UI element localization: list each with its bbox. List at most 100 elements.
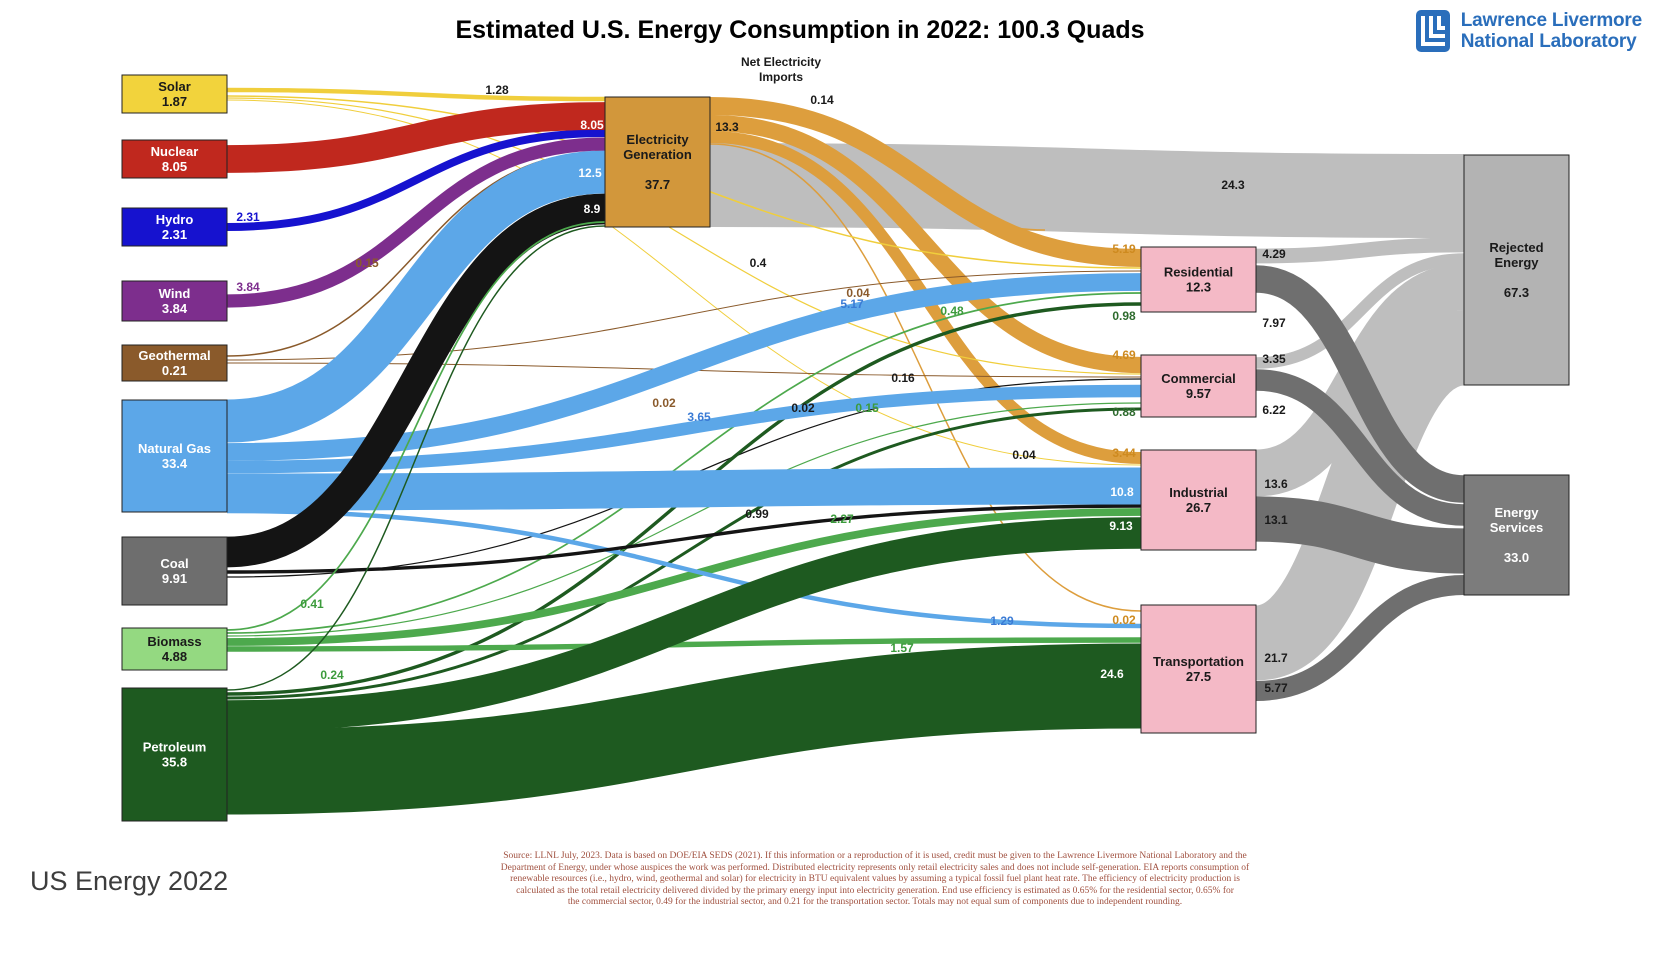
flow-value-geothermal-to-electricity-generation: 0.15: [355, 256, 379, 270]
flow-value-residential-to-energy-services: 7.97: [1262, 316, 1286, 330]
node-rejected-energy: [1463, 154, 1570, 386]
flow-value-biomass-to-commercial: 0.15: [855, 401, 879, 415]
watermark: US Energy 2022: [30, 866, 229, 896]
node-label-residential: 12.3: [1186, 280, 1211, 295]
flow-value-nuclear-to-electricity-generation: 8.05: [580, 118, 604, 132]
node-residential: [1140, 246, 1257, 313]
node-label-solar: 1.87: [162, 94, 187, 109]
flow-residential-to-rejected-energy: [1255, 237, 1465, 264]
node-label-natural-gas: 33.4: [162, 456, 188, 471]
flow-value-biomass-to-industrial: 2.27: [830, 512, 854, 526]
node-label-hydro: Hydro: [156, 212, 194, 227]
flow-biomass-to-commercial: [226, 402, 1142, 637]
flow-value-solar-to-industrial: 0.04: [1012, 448, 1036, 462]
electricity-output-value: 13.3: [715, 120, 739, 134]
flow-value-petroleum-to-industrial: 9.13: [1109, 519, 1133, 533]
flow-value-coal-to-commercial: 0.02: [791, 401, 815, 415]
node-wind: [121, 280, 228, 322]
node-electricity-generation: [604, 96, 711, 228]
node-biomass: [121, 627, 228, 671]
flow-value-electricity-generation-to-commercial: 4.69: [1112, 348, 1136, 362]
node-label-industrial: Industrial: [1169, 485, 1228, 500]
node-label-coal: 9.91: [162, 571, 187, 586]
node-label-biomass: Biomass: [147, 634, 201, 649]
source-note-line1: Source: LLNL July, 2023. Data is based o…: [503, 851, 1247, 861]
source-note-line3: renewable resources (i.e., hydro, wind, …: [510, 874, 1240, 884]
flow-value-natural-gas-to-industrial: 10.8: [1110, 485, 1134, 499]
flow-natural-gas-to-transportation: [226, 508, 1142, 629]
flow-hydro-to-electricity-generation: [226, 129, 606, 231]
flow-transportation-to-energy-services: [1255, 575, 1465, 701]
flow-value-petroleum-to-electricity-generation: 0.24: [320, 668, 344, 682]
flow-value-natural-gas-to-residential: 5.17: [840, 297, 864, 311]
flow-value-coal-to-electricity-generation: 8.9: [584, 202, 601, 216]
node-label-energy-services: Energy: [1494, 505, 1539, 520]
flow-residential-to-energy-services: [1254, 265, 1466, 503]
flow-value-wind-to-electricity-generation: 3.84: [236, 280, 260, 294]
node-label-petroleum: Petroleum: [143, 740, 207, 755]
flow-value-industrial-to-rejected-energy: 13.6: [1264, 477, 1288, 491]
flow-value-coal-to-industrial: 0.99: [745, 507, 769, 521]
node-label-rejected-energy: Energy: [1494, 255, 1539, 270]
flow-petroleum-to-electricity-generation: [226, 225, 606, 691]
node-label-solar: Solar: [158, 79, 191, 94]
flow-electricity-generation-to-rejected-energy: [709, 143, 1465, 238]
flow-value-commercial-to-energy-services: 6.22: [1262, 403, 1286, 417]
llnl-logo-text: Lawrence Livermore National Laboratory: [1461, 10, 1642, 52]
node-solar: [121, 74, 228, 114]
source-note-line5: the commercial sector, 0.49 for the indu…: [567, 897, 1183, 907]
node-label-energy-services: Services: [1490, 520, 1544, 535]
node-coal: [121, 536, 228, 606]
flow-value-petroleum-to-commercial: 0.88: [1112, 405, 1136, 419]
node-geothermal: [121, 344, 228, 382]
flow-solar-to-electricity-generation: [226, 87, 606, 102]
flow-natural-gas-to-commercial: [226, 384, 1142, 474]
node-label-nuclear: Nuclear: [151, 144, 199, 159]
node-industrial: [1140, 449, 1257, 551]
node-label-geothermal: Geothermal: [138, 348, 210, 363]
node-label-electricity-generation: Electricity: [626, 132, 689, 147]
flow-value-residential-to-rejected-energy: 4.29: [1262, 247, 1286, 261]
flow-biomass-to-transportation: [226, 637, 1142, 652]
flow-value-petroleum-to-residential: 0.98: [1112, 309, 1136, 323]
flow-solar-to-industrial: [226, 99, 1142, 466]
flow-natural-gas-to-industrial: [226, 467, 1142, 511]
flow-coal-to-industrial: [226, 504, 1142, 574]
node-hydro: [121, 207, 228, 247]
flow-solar-to-commercial: [226, 97, 1142, 375]
flow-value-natural-gas-to-electricity-generation: 12.5: [578, 166, 602, 180]
flow-value-transportation-to-energy-services: 5.77: [1264, 681, 1288, 695]
source-note: Source: LLNL July, 2023. Data is based o…: [280, 851, 1470, 909]
flow-biomass-to-industrial: [226, 508, 1142, 646]
node-label-transportation: Transportation: [1153, 654, 1244, 669]
flow-value-natural-gas-to-commercial: 3.65: [687, 410, 711, 424]
node-label-wind: Wind: [159, 286, 191, 301]
flow-geothermal-to-residential: [226, 270, 1142, 361]
flow-transportation-to-rejected-energy: [1251, 310, 1469, 681]
page-title: Estimated U.S. Energy Consumption in 202…: [455, 16, 1145, 44]
source-note-line4: calculated as the total retail electrici…: [516, 885, 1234, 896]
flow-value-solar-to-residential: 0.4: [750, 256, 767, 270]
node-label-geothermal: 0.21: [162, 363, 187, 378]
node-label-petroleum: 35.8: [162, 755, 187, 770]
flow-commercial-to-rejected-energy: [1255, 253, 1465, 369]
flow-biomass-to-electricity-generation: [226, 221, 606, 631]
flow-value-commercial-to-rejected-energy: 3.35: [1262, 352, 1286, 366]
flow-value-electricity-generation-to-transportation: 0.02: [1112, 613, 1136, 627]
node-label-wind: 3.84: [162, 301, 188, 316]
node-label-residential: Residential: [1164, 265, 1233, 280]
node-label-electricity-generation: Generation: [623, 147, 692, 162]
llnl-logo-text-line2: National Laboratory: [1460, 31, 1637, 52]
flow-value-transportation-to-rejected-energy: 21.7: [1264, 651, 1288, 665]
node-label-electricity-generation: 37.7: [645, 177, 670, 192]
node-label-transportation: 27.5: [1186, 669, 1211, 684]
node-commercial: [1140, 354, 1257, 418]
flow-petroleum-to-commercial: [226, 407, 1142, 700]
node-label-commercial: Commercial: [1161, 371, 1235, 386]
flow-industrial-to-energy-services: [1255, 496, 1465, 574]
llnl-logo-text-line1: Lawrence Livermore: [1460, 10, 1642, 31]
node-transportation: [1140, 604, 1257, 734]
flow-value-hydro-to-electricity-generation: 2.31: [236, 210, 260, 224]
node-label-energy-services: 33.0: [1504, 550, 1529, 565]
